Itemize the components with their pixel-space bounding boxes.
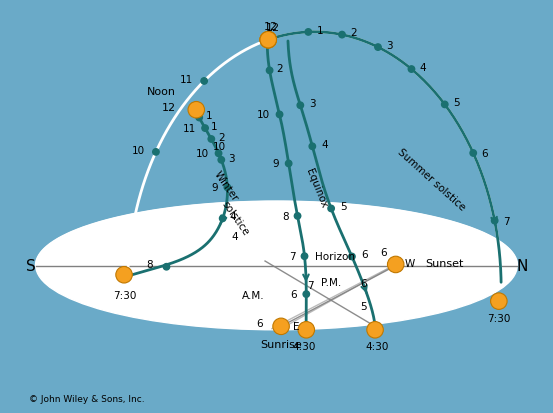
Circle shape (305, 30, 311, 36)
Text: P.M.: P.M. (321, 277, 342, 287)
Text: 10: 10 (196, 149, 210, 159)
Circle shape (220, 216, 226, 222)
Text: 4: 4 (321, 140, 328, 150)
Circle shape (273, 318, 289, 335)
Circle shape (218, 157, 225, 164)
Text: E: E (293, 322, 299, 332)
Circle shape (201, 78, 207, 85)
Circle shape (202, 126, 208, 132)
Circle shape (224, 185, 231, 191)
Text: 4: 4 (232, 231, 238, 241)
Text: Sunset: Sunset (425, 259, 464, 269)
Text: 12: 12 (266, 23, 280, 33)
Text: 6: 6 (361, 278, 367, 288)
Circle shape (303, 291, 310, 298)
Text: S: S (27, 259, 36, 273)
Circle shape (163, 264, 170, 270)
Text: 8: 8 (146, 260, 153, 270)
Circle shape (301, 253, 307, 260)
Text: 10: 10 (213, 142, 226, 152)
Text: Summer solstice: Summer solstice (396, 146, 467, 212)
Text: 7: 7 (289, 252, 295, 261)
Text: 6: 6 (361, 249, 368, 259)
Text: Noon: Noon (147, 87, 176, 97)
Text: 1: 1 (316, 26, 323, 36)
Text: A.M.: A.M. (242, 291, 265, 301)
Text: 11: 11 (182, 124, 196, 134)
Text: 6: 6 (380, 247, 387, 257)
Circle shape (470, 150, 477, 157)
Text: W: W (405, 259, 415, 269)
Circle shape (260, 32, 276, 49)
Circle shape (285, 161, 292, 167)
Circle shape (215, 151, 222, 157)
Text: 2: 2 (276, 64, 283, 74)
Circle shape (408, 66, 415, 73)
Text: Sunrise: Sunrise (260, 339, 302, 349)
Text: 7:30: 7:30 (487, 313, 510, 323)
Circle shape (276, 112, 283, 119)
Circle shape (298, 322, 315, 338)
Text: solstice: solstice (220, 199, 251, 237)
Text: 6: 6 (256, 318, 263, 328)
Text: N: N (516, 259, 528, 273)
Text: 2: 2 (218, 133, 225, 142)
Circle shape (116, 267, 132, 283)
Circle shape (492, 218, 498, 224)
Circle shape (294, 213, 301, 220)
Text: 11: 11 (180, 74, 192, 84)
Circle shape (267, 68, 273, 74)
Text: 10: 10 (131, 145, 144, 155)
Text: 5: 5 (361, 301, 367, 311)
Circle shape (265, 38, 272, 44)
Text: 4: 4 (420, 63, 426, 73)
Text: 6: 6 (290, 290, 297, 299)
Text: 7: 7 (503, 216, 509, 226)
Text: 7: 7 (307, 280, 314, 290)
Text: Winter: Winter (212, 169, 240, 203)
Text: 3: 3 (228, 153, 235, 163)
Text: 2: 2 (350, 28, 357, 38)
Circle shape (367, 322, 383, 338)
Text: 1: 1 (211, 121, 218, 131)
Circle shape (328, 206, 335, 212)
Text: 9: 9 (212, 183, 218, 193)
Text: 1: 1 (206, 111, 213, 121)
Text: 4:30: 4:30 (366, 341, 389, 351)
Circle shape (188, 102, 205, 119)
Text: 12: 12 (161, 103, 176, 113)
Circle shape (491, 293, 507, 310)
Circle shape (297, 103, 304, 109)
Text: 6: 6 (481, 149, 488, 159)
Circle shape (441, 102, 448, 108)
Circle shape (260, 32, 276, 49)
Text: 4: 4 (229, 211, 236, 221)
Text: 9: 9 (273, 159, 279, 169)
Text: 3: 3 (386, 41, 393, 51)
Text: 3: 3 (310, 99, 316, 109)
Ellipse shape (36, 202, 517, 330)
Circle shape (196, 115, 202, 121)
Text: 12: 12 (263, 22, 278, 32)
Text: 10: 10 (257, 110, 270, 120)
Circle shape (388, 256, 404, 273)
Circle shape (153, 150, 159, 156)
Text: Equinox: Equinox (304, 167, 329, 209)
Circle shape (339, 32, 345, 39)
Text: © John Wiley & Sons, Inc.: © John Wiley & Sons, Inc. (29, 394, 144, 403)
Text: 8: 8 (282, 211, 288, 221)
Circle shape (260, 32, 276, 49)
Circle shape (349, 254, 355, 260)
Circle shape (375, 45, 381, 51)
Text: 5: 5 (340, 202, 347, 211)
Circle shape (309, 144, 316, 150)
Text: Horizon: Horizon (315, 252, 356, 262)
Text: 4:30: 4:30 (293, 341, 316, 351)
Text: 5: 5 (453, 98, 460, 108)
Text: 7:30: 7:30 (113, 291, 137, 301)
Circle shape (208, 136, 215, 143)
